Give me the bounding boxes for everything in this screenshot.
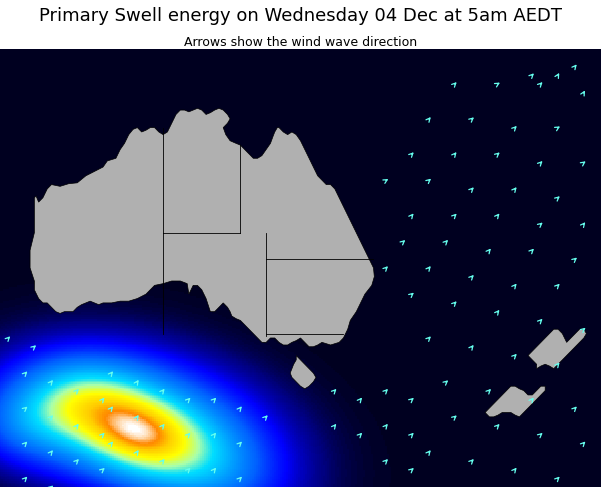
Text: Primary Swell energy on Wednesday 04 Dec at 5am AEDT: Primary Swell energy on Wednesday 04 Dec… [39,7,562,25]
Polygon shape [528,329,587,369]
Text: Arrows show the wind wave direction: Arrows show the wind wave direction [184,36,417,49]
Polygon shape [485,386,545,417]
Polygon shape [290,356,316,389]
Polygon shape [30,108,374,347]
